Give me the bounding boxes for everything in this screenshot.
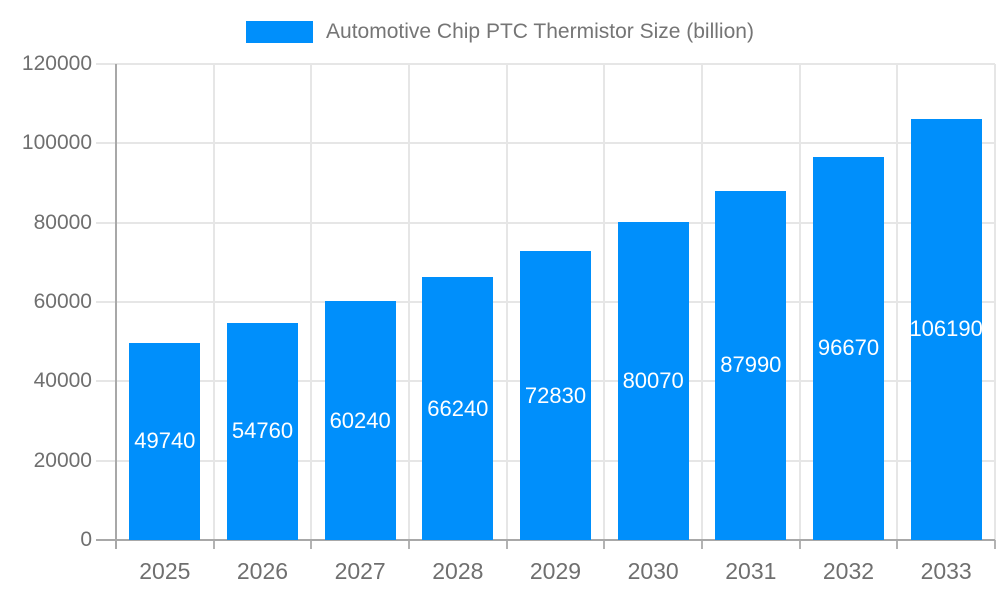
x-axis-tick-label: 2029	[529, 558, 582, 584]
x-axis-tick-label: 2031	[725, 558, 777, 584]
bar-2033[interactable]	[910, 118, 982, 540]
x-axis-tick-label: 2030	[627, 558, 679, 584]
bar-2031[interactable]	[715, 190, 787, 540]
bar-2028[interactable]	[422, 277, 494, 540]
x-axis-tick-label: 2032	[822, 558, 875, 584]
bar-2030[interactable]	[617, 222, 689, 540]
legend-swatch-icon	[246, 21, 314, 43]
x-axis-tick-label: 2028	[432, 558, 484, 584]
x-axis-tick	[408, 540, 410, 549]
gridline-vertical	[310, 64, 313, 540]
y-axis-line	[115, 64, 117, 549]
gridline-vertical	[798, 64, 801, 540]
x-axis-tick	[212, 540, 215, 549]
bar-2026[interactable]	[227, 322, 298, 540]
gridline-vertical	[505, 64, 508, 540]
gridline-vertical	[212, 64, 215, 540]
bar-2025[interactable]	[129, 342, 201, 540]
gridline-horizontal	[96, 142, 995, 145]
x-axis-tick-label: 2026	[236, 558, 289, 584]
x-axis-tick	[994, 540, 996, 549]
legend-label: Automotive Chip PTC Thermistor Size (bil…	[326, 20, 754, 43]
gridline-vertical	[603, 64, 606, 540]
x-axis-tick	[798, 540, 801, 549]
x-axis-tick	[896, 540, 899, 549]
x-axis-tick-label: 2025	[139, 558, 191, 584]
x-axis-tick	[310, 540, 313, 549]
x-axis-tick-label: 2027	[334, 558, 386, 584]
y-axis-tick-label: 60000	[33, 290, 92, 313]
y-axis-tick-label: 120000	[21, 52, 92, 75]
gridline-vertical	[408, 64, 410, 540]
x-axis-tick	[505, 540, 508, 549]
gridline-horizontal	[96, 221, 995, 224]
bar-2032[interactable]	[813, 156, 884, 540]
x-axis-line	[96, 539, 995, 541]
x-axis-tick-label: 2033	[920, 558, 972, 584]
bar-2029[interactable]	[520, 251, 591, 540]
y-axis-tick-label: 100000	[21, 131, 92, 155]
x-axis-tick	[603, 540, 606, 549]
y-axis-tick-label: 40000	[33, 369, 92, 393]
legend-item[interactable]: Automotive Chip PTC Thermistor Size (bil…	[0, 18, 1000, 46]
y-axis-tick-label: 80000	[33, 210, 92, 234]
gridline-vertical	[994, 64, 996, 540]
gridline-vertical	[896, 64, 899, 540]
gridline-horizontal	[96, 63, 995, 65]
y-axis-tick-label: 0	[80, 528, 92, 551]
bar-2027[interactable]	[324, 301, 396, 540]
x-axis-tick	[701, 540, 703, 549]
y-axis-tick-label: 20000	[33, 448, 92, 472]
gridline-vertical	[701, 64, 703, 540]
